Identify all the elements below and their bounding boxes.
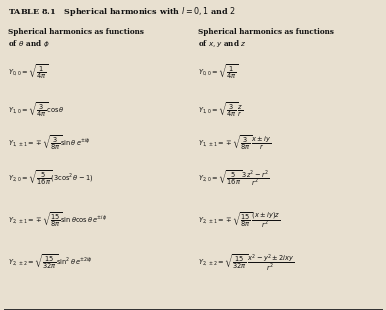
Text: $Y_{1,\pm1} = \mp\sqrt{\dfrac{3}{8\pi}}\sin\theta\, e^{\pm i\phi}$: $Y_{1,\pm1} = \mp\sqrt{\dfrac{3}{8\pi}}\… [8,133,90,152]
Text: Spherical harmonics as functions: Spherical harmonics as functions [8,28,144,36]
Text: $Y_{2,\pm2} = \sqrt{\dfrac{15}{32\pi}}\,\dfrac{x^{2} - y^{2} \pm 2ixy}{r^{2}}$: $Y_{2,\pm2} = \sqrt{\dfrac{15}{32\pi}}\,… [198,252,295,273]
Text: $Y_{2,0} = \sqrt{\dfrac{5}{16\pi}}\,\dfrac{3z^{2} - r^{2}}{r^{2}}$: $Y_{2,0} = \sqrt{\dfrac{5}{16\pi}}\,\dfr… [198,168,269,188]
Text: $Y_{0,0} = \sqrt{\dfrac{1}{4\pi}}$: $Y_{0,0} = \sqrt{\dfrac{1}{4\pi}}$ [8,62,49,81]
Text: $Y_{1,0} = \sqrt{\dfrac{3}{4\pi}}\,\dfrac{z}{r}$: $Y_{1,0} = \sqrt{\dfrac{3}{4\pi}}\,\dfra… [198,100,243,119]
Text: of $x, y$ and $z$: of $x, y$ and $z$ [198,38,247,49]
Text: of $\theta$ and $\phi$: of $\theta$ and $\phi$ [8,38,49,49]
Text: $Y_{2,\pm2} = \sqrt{\dfrac{15}{32\pi}}\sin^{2}\theta\, e^{\pm 2i\phi}$: $Y_{2,\pm2} = \sqrt{\dfrac{15}{32\pi}}\s… [8,252,93,271]
Text: $Y_{0,0} = \sqrt{\dfrac{1}{4\pi}}$: $Y_{0,0} = \sqrt{\dfrac{1}{4\pi}}$ [198,62,239,81]
Text: $Y_{1,0} = \sqrt{\dfrac{3}{4\pi}}\cos\theta$: $Y_{1,0} = \sqrt{\dfrac{3}{4\pi}}\cos\th… [8,100,64,119]
Text: $Y_{2,\pm1} = \mp\sqrt{\dfrac{15}{8\pi}}\,\dfrac{(x \pm iy)z}{r^{2}}$: $Y_{2,\pm1} = \mp\sqrt{\dfrac{15}{8\pi}}… [198,210,280,230]
Text: $Y_{1,\pm1} = \mp\sqrt{\dfrac{3}{8\pi}}\,\dfrac{x \pm iy}{r}$: $Y_{1,\pm1} = \mp\sqrt{\dfrac{3}{8\pi}}\… [198,133,271,152]
Text: TABLE 8.1   Spherical harmonics with $l = 0, 1$ and $2$: TABLE 8.1 Spherical harmonics with $l = … [8,6,236,19]
Text: $Y_{2,0} = \sqrt{\dfrac{5}{16\pi}}(3\cos^{2}\theta - 1)$: $Y_{2,0} = \sqrt{\dfrac{5}{16\pi}}(3\cos… [8,168,93,187]
Text: Spherical harmonics as functions: Spherical harmonics as functions [198,28,334,36]
Text: $Y_{2,\pm1} = \mp\sqrt{\dfrac{15}{8\pi}}\sin\theta\cos\theta\, e^{\pm i\phi}$: $Y_{2,\pm1} = \mp\sqrt{\dfrac{15}{8\pi}}… [8,210,107,228]
